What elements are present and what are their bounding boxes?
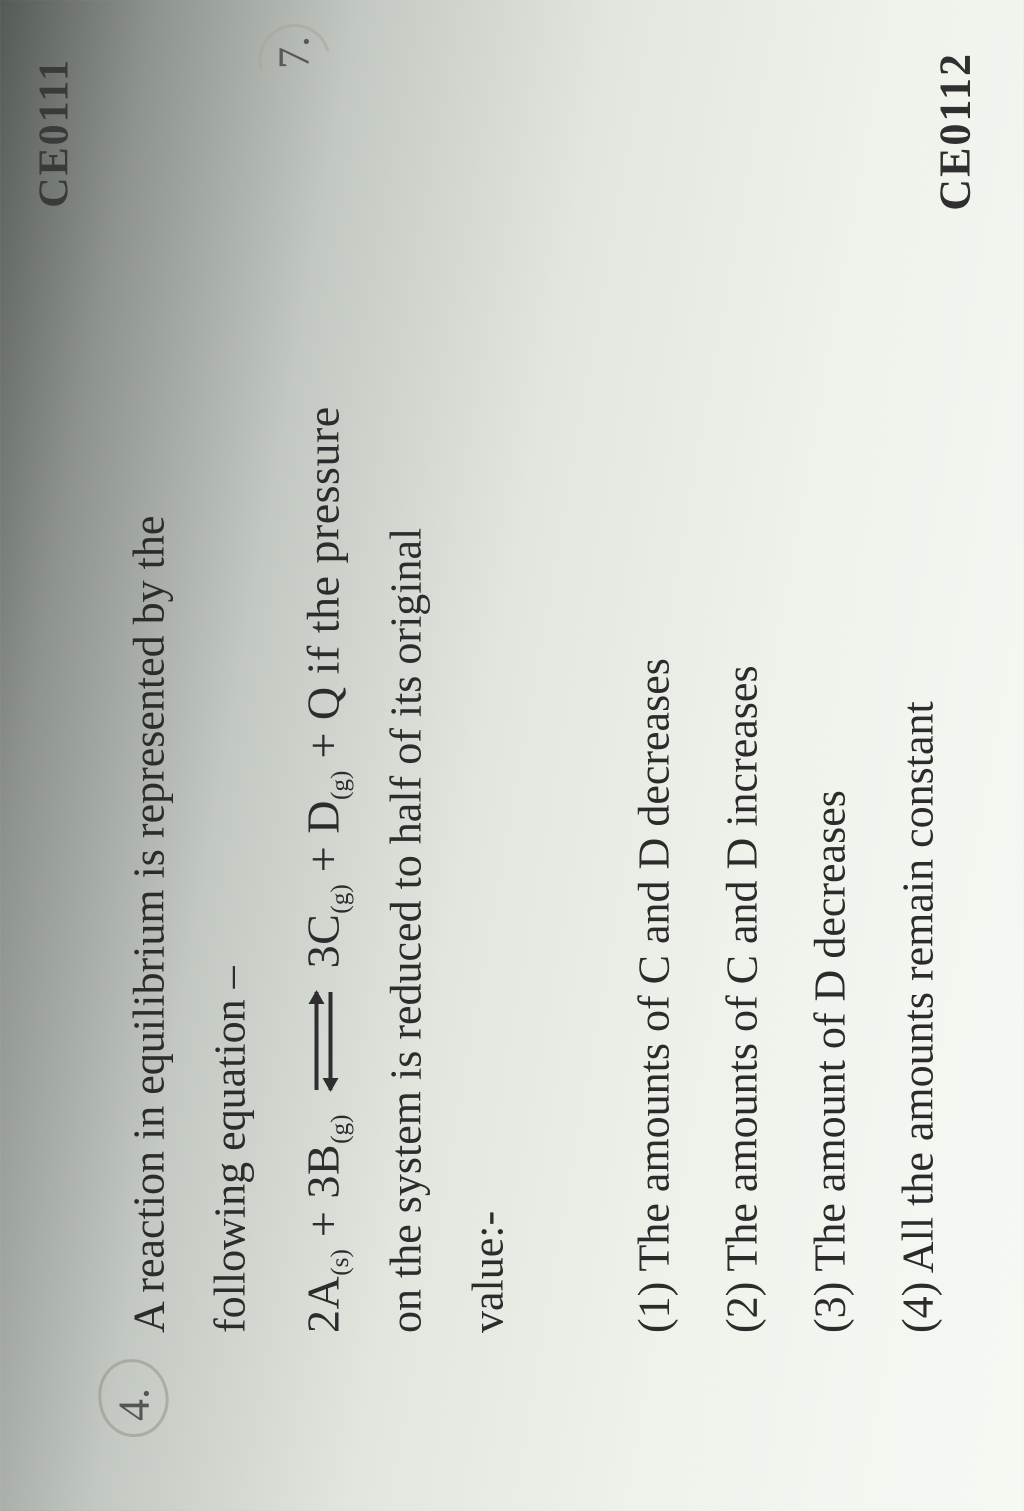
question-stem: A reaction in equilibrium is represented…: [108, 100, 529, 1333]
eq-3c: 3C: [298, 914, 349, 969]
eq-c-phase: (g): [326, 884, 354, 914]
eq-3b: 3B: [298, 1144, 349, 1199]
eq-tail: + Q if the pressure: [298, 406, 349, 770]
stem-line-4: on the system is reduced to half of its …: [366, 100, 447, 1333]
stem-line-1: A reaction in equilibrium is represented…: [108, 100, 189, 1333]
eq-plus1: +: [298, 1199, 349, 1249]
equilibrium-arrows-icon: [307, 986, 341, 1096]
stem-line-2: following equation –: [189, 100, 270, 1333]
eq-d-phase: (g): [326, 771, 354, 801]
eq-plus2: +: [298, 834, 349, 884]
stem-line-5: value:-: [447, 100, 528, 1333]
eq-d: D: [298, 800, 349, 834]
eq-b-phase: (g): [326, 1114, 354, 1144]
option-4[interactable]: (4) All the amounts remain constant: [874, 120, 962, 1333]
question-code-top: CE0111: [30, 58, 78, 208]
option-1[interactable]: (1) The amounts of C and D decreases: [610, 120, 698, 1333]
eq-a-phase: (s): [326, 1249, 354, 1276]
eq-2a: 2A: [298, 1276, 349, 1333]
equation-line: 2A(s) + 3B(g) 3C(g) + D(g) + Q if the pr…: [281, 100, 366, 1333]
option-2[interactable]: (2) The amounts of C and D increases: [698, 120, 786, 1333]
question-number: 4.: [108, 1388, 159, 1421]
margin-number: 7.: [268, 36, 319, 69]
options-block: (1) The amounts of C and D decreases (2)…: [610, 120, 962, 1333]
option-3[interactable]: (3) The amount of D decreases: [786, 120, 874, 1333]
